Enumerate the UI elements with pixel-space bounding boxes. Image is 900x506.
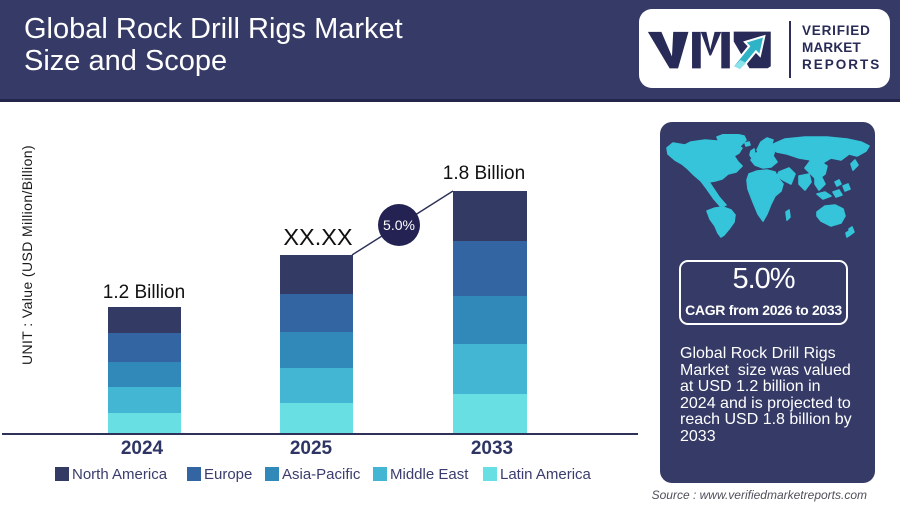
svg-text:5.0%: 5.0% (383, 217, 415, 233)
